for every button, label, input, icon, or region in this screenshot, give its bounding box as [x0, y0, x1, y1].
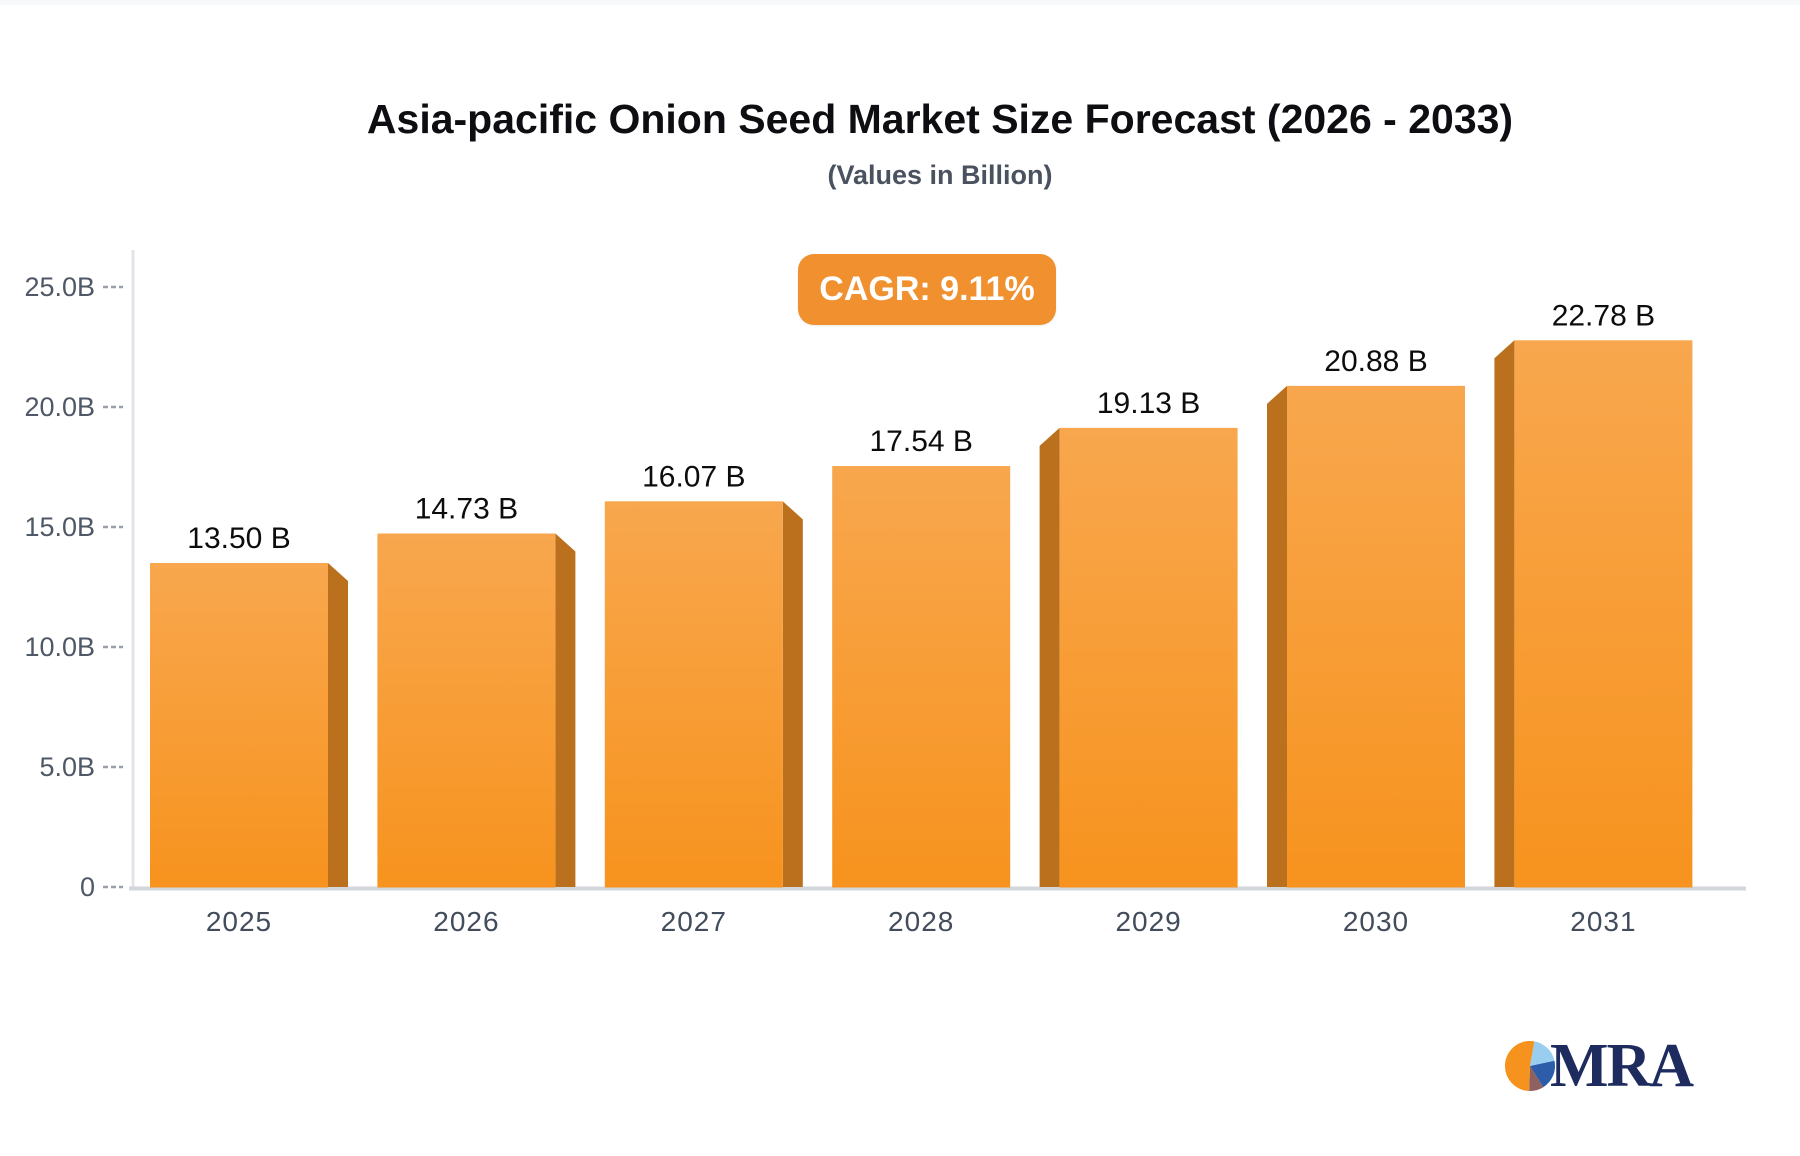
x-tick-label: 2027	[661, 906, 727, 937]
bar-2025	[150, 563, 328, 888]
y-tick-label: 10.0B	[24, 632, 95, 662]
chart-subtitle: (Values in Billion)	[827, 160, 1053, 190]
bar-2030	[1287, 385, 1465, 888]
y-tick-label: 15.0B	[24, 512, 95, 542]
cagr-badge: CAGR: 9.11%	[798, 254, 1056, 325]
bar-2031	[1514, 340, 1693, 888]
bar-value-label: 17.54 B	[869, 425, 972, 458]
cagr-badge-label: CAGR: 9.11%	[819, 270, 1035, 308]
bar-side-2031	[1494, 340, 1515, 887]
chart-title: Asia-pacific Onion Seed Market Size Fore…	[366, 96, 1514, 142]
x-tick-label: 2029	[1115, 906, 1181, 937]
bar-side-2029	[1039, 427, 1060, 887]
x-tick-label: 2025	[206, 906, 272, 937]
bar-side-2026	[555, 533, 576, 887]
bar-side-2027	[782, 501, 803, 887]
x-tick-label: 2031	[1570, 906, 1636, 937]
bar-side-2030	[1267, 385, 1287, 887]
y-tick-label: 5.0B	[39, 752, 95, 782]
bar-2029	[1059, 427, 1238, 888]
x-tick-label: 2030	[1343, 906, 1409, 937]
mra-logo-text: MRA	[1550, 1032, 1694, 1100]
bar-side-2025	[328, 563, 348, 887]
bar-2027	[604, 501, 783, 888]
top-border-strip	[0, 0, 1800, 5]
y-tick-label: 0	[80, 872, 95, 902]
bar-value-label: 20.88 B	[1324, 345, 1427, 378]
mra-pie-icon	[1504, 1040, 1555, 1091]
bar-value-label: 22.78 B	[1552, 299, 1655, 332]
bar-value-label: 14.73 B	[415, 492, 518, 525]
y-tick-label: 20.0B	[24, 392, 95, 422]
y-tick-label: 25.0B	[24, 272, 95, 302]
x-tick-label: 2028	[888, 906, 954, 937]
bar-2028	[832, 466, 1011, 888]
mra-logo: MRA	[1504, 1032, 1694, 1100]
x-tick-label: 2026	[433, 906, 499, 937]
bar-value-label: 13.50 B	[187, 522, 290, 555]
bar-2026	[377, 533, 556, 888]
bar-value-label: 16.07 B	[642, 460, 745, 493]
bar-value-label: 19.13 B	[1097, 387, 1200, 420]
